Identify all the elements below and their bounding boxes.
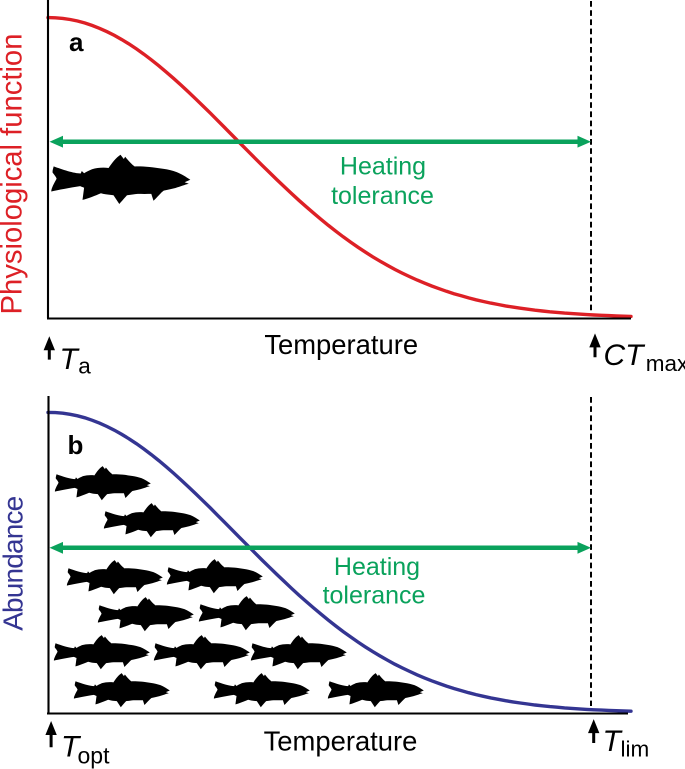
svg-text:Abundance: Abundance <box>0 496 29 631</box>
svg-text:tolerance: tolerance <box>323 582 426 610</box>
svg-text:Physiological function: Physiological function <box>0 34 29 315</box>
svg-text:max: max <box>646 351 685 376</box>
svg-text:Temperature: Temperature <box>264 329 418 360</box>
svg-text:a: a <box>69 27 84 57</box>
svg-text:Temperature: Temperature <box>264 726 418 757</box>
svg-text:lim: lim <box>621 737 650 762</box>
svg-text:a: a <box>78 353 91 378</box>
svg-text:tolerance: tolerance <box>331 182 434 210</box>
svg-text:T: T <box>603 725 624 758</box>
svg-text:b: b <box>68 430 84 460</box>
svg-text:T: T <box>60 343 81 376</box>
svg-text:Heating: Heating <box>340 153 426 181</box>
svg-text:opt: opt <box>78 743 111 769</box>
svg-text:T: T <box>61 731 82 764</box>
svg-text:Heating: Heating <box>334 553 420 581</box>
svg-text:CT: CT <box>604 339 647 372</box>
